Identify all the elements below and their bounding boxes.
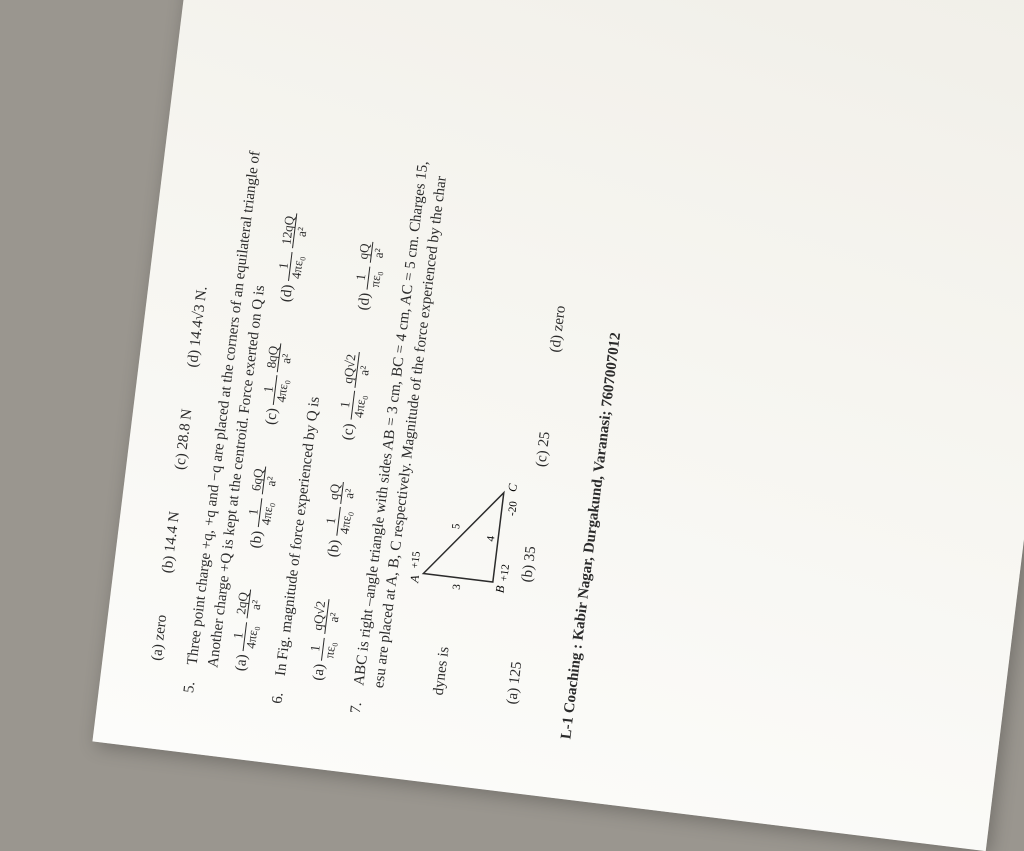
q4-opt-b: (b) 14.4 N bbox=[158, 510, 186, 574]
q6-opt-a: (a) 1πε₀ qQ√2a² bbox=[305, 597, 343, 682]
q6b-f2: qQa² bbox=[327, 480, 358, 505]
q5a-frac1: 14πε₀ bbox=[229, 620, 261, 652]
q5-opt-c: (c) 14πε₀ 8qQa² bbox=[257, 342, 295, 426]
q6-opt-b-label: (b) bbox=[326, 539, 344, 558]
q5b-frac1: 14πε₀ bbox=[245, 497, 277, 529]
q6-opt-c: (c) 14πε₀ qQ√2a² bbox=[334, 350, 373, 442]
q6-opt-b: (b) 14πε₀ qQa² bbox=[320, 480, 357, 559]
q6d-f2: qQa² bbox=[356, 240, 387, 265]
q6d-f1: 1πε₀ bbox=[353, 265, 384, 291]
tri-lc: C bbox=[505, 482, 520, 493]
q6-opt-d: (d) 1πε₀ qQa² bbox=[350, 240, 387, 312]
tri-lb: B bbox=[493, 584, 508, 594]
tri-la: A bbox=[407, 574, 422, 585]
q5-opt-a: (a) 14πε₀ 2qQa² bbox=[227, 588, 265, 672]
q5d-frac2: 12qQa² bbox=[279, 212, 311, 250]
tri-qb: +12 bbox=[498, 564, 512, 583]
q6c-f1: 14πε₀ bbox=[337, 389, 369, 421]
q7-opt-a: (a) 125 bbox=[502, 661, 527, 706]
q6-number: 6. bbox=[268, 675, 292, 705]
q6-opt-d-label: (d) bbox=[356, 292, 374, 311]
q5-opt-d-label: (d) bbox=[278, 284, 296, 303]
q4-opt-d: (d) 14.43 N. bbox=[183, 285, 213, 368]
q4-opt-a: (a) zero bbox=[147, 614, 173, 662]
q5-opt-c-label: (c) bbox=[263, 407, 281, 425]
q5-number: 5. bbox=[179, 664, 203, 694]
q7-number: 7. bbox=[345, 684, 369, 714]
q6-opt-a-label: (a) bbox=[310, 663, 328, 681]
q5-opt-b: (b) 14πε₀ 6qQa² bbox=[242, 465, 280, 550]
q7-opt-c: (c) 25 bbox=[531, 431, 555, 469]
tri-bc: 4 bbox=[485, 535, 498, 542]
tri-qc: -20 bbox=[506, 500, 520, 517]
triangle-figure: A B C +15 +12 -20 3 4 5 bbox=[400, 452, 527, 614]
q6a-f1: 1πε₀ bbox=[307, 636, 338, 662]
q6b-f1: 14πε₀ bbox=[323, 506, 355, 538]
q7-text3: dynes is bbox=[389, 641, 455, 697]
q5d-frac1: 14πε₀ bbox=[275, 250, 307, 282]
q5a-frac2: 2qQa² bbox=[233, 588, 265, 620]
q7-opt-b: (b) 35 bbox=[517, 545, 542, 583]
q5-opt-b-label: (b) bbox=[248, 530, 266, 549]
q7-opt-d: (d) zero bbox=[545, 304, 571, 353]
q6c-f2: qQ√2a² bbox=[341, 350, 373, 389]
exam-page: (a) zero (b) 14.4 N (c) 28.8 N (d) 14.43… bbox=[92, 0, 1024, 851]
q5c-frac2: 8qQa² bbox=[264, 342, 296, 374]
q4-opt-c: (c) 28.8 N bbox=[170, 408, 198, 471]
q5-opt-d: (d) 14πε₀ 12qQa² bbox=[272, 212, 311, 304]
q6a-f2: qQ√2a² bbox=[311, 597, 343, 636]
q4-d-suffix: N. bbox=[193, 285, 211, 305]
q6-opt-c-label: (c) bbox=[340, 423, 358, 441]
tri-qa: +15 bbox=[409, 550, 423, 569]
q5-opt-a-label: (a) bbox=[233, 653, 251, 671]
sqrt3-icon: 3 bbox=[191, 304, 209, 322]
q5b-frac2: 6qQa² bbox=[249, 465, 281, 497]
tri-ac: 5 bbox=[450, 523, 463, 530]
tri-ab: 3 bbox=[451, 583, 464, 590]
q5c-frac1: 14πε₀ bbox=[260, 374, 292, 406]
q4-d-prefix: (d) 14.4 bbox=[185, 319, 207, 368]
